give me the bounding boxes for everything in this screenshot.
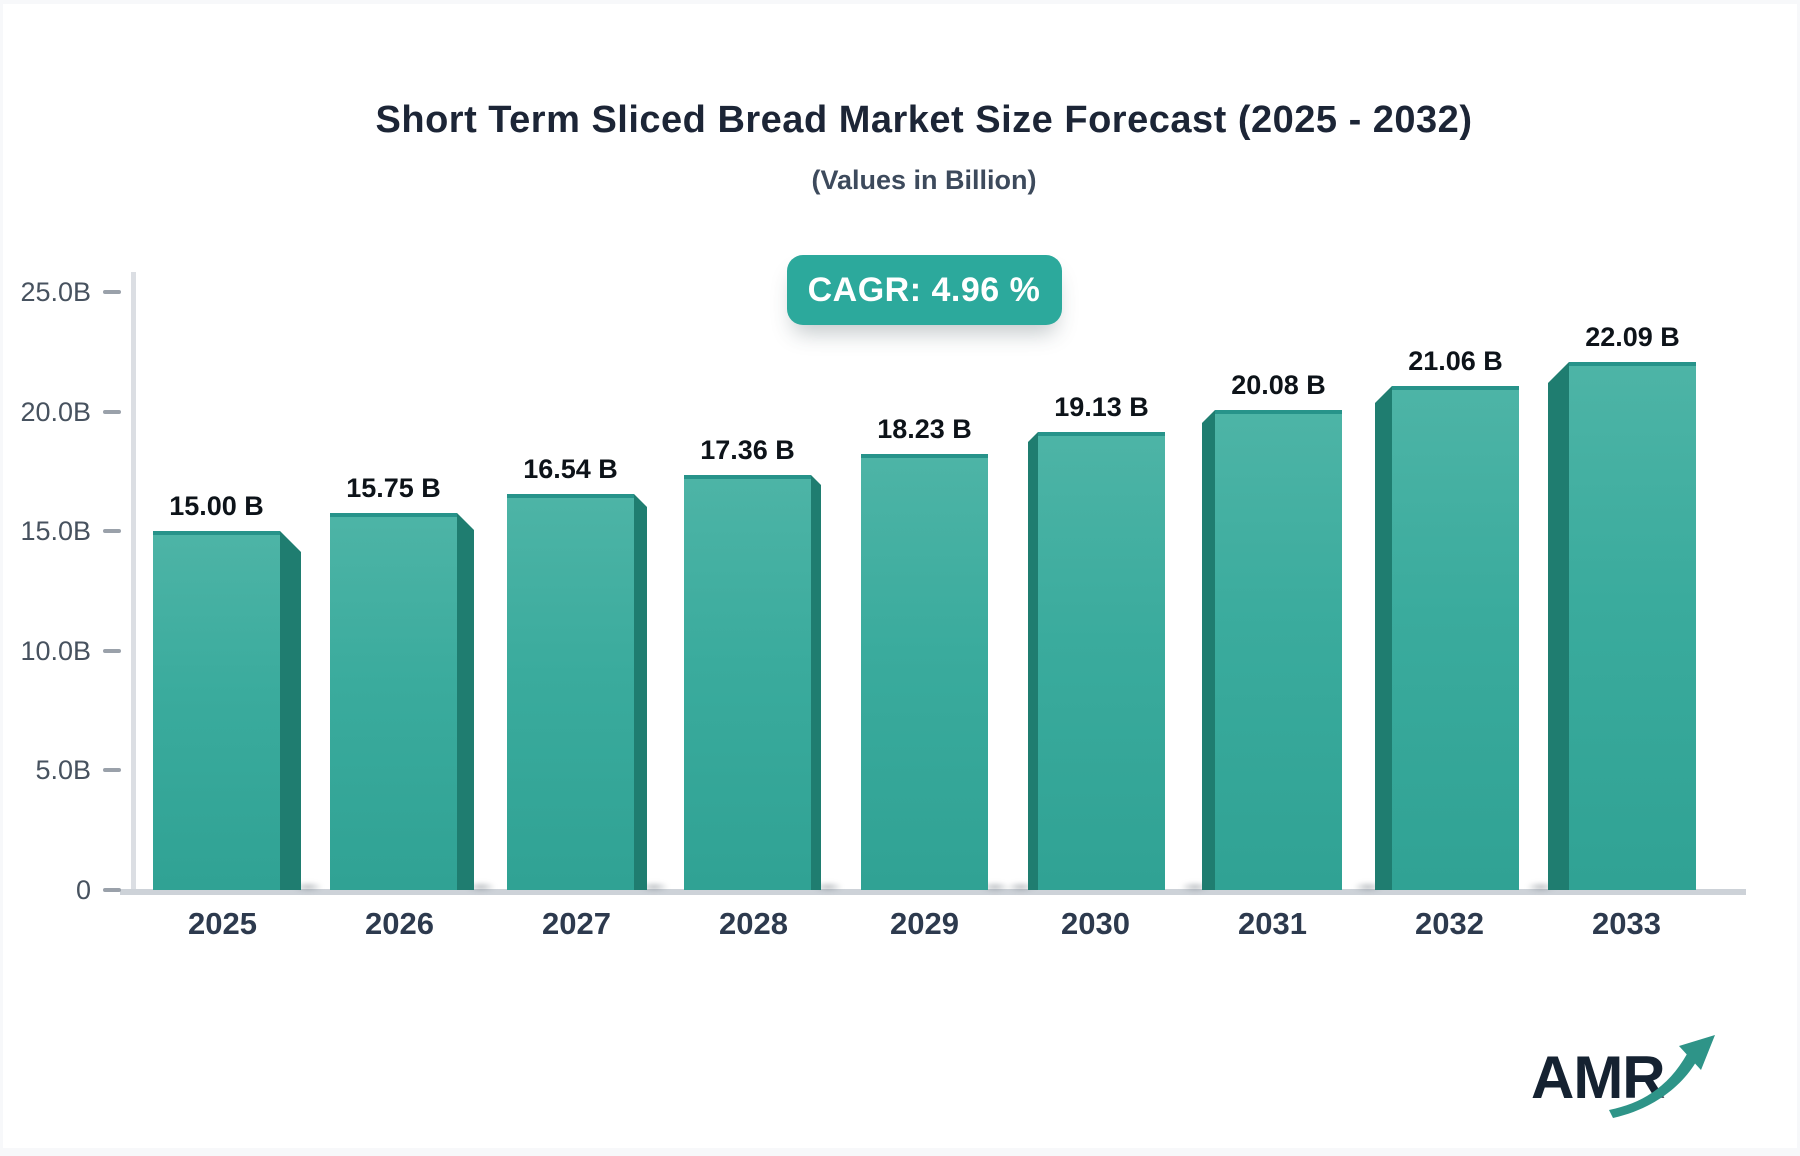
chart-title: Short Term Sliced Bread Market Size Fore… [375, 99, 1473, 141]
x-axis-label: 2025 [188, 906, 257, 941]
bar-ground-shadow [639, 882, 669, 892]
chart-card: Short Term Sliced Bread Market Size Fore… [3, 4, 1797, 1148]
bar-2025 [153, 531, 280, 890]
page-edge-left [0, 0, 3, 1156]
cagr-badge: CAGR: 4.96 % [786, 255, 1062, 325]
bar-ground-shadow [980, 882, 1010, 892]
bar-ground-shadow [293, 882, 323, 892]
bar-ground-shadow [1526, 882, 1556, 892]
y-axis-tick-mark [103, 529, 121, 534]
y-axis-tick-label: 5.0B [35, 755, 91, 786]
y-axis-tick-mark [103, 409, 121, 414]
bar-2031 [1215, 410, 1342, 890]
bar-side-3d [1028, 432, 1038, 890]
x-axis-label: 2028 [719, 906, 788, 941]
bar-side-3d [1202, 410, 1215, 890]
chart-subtitle: (Values in Billion) [811, 165, 1037, 195]
bar-value-label: 17.36 B [700, 435, 795, 465]
bar-value-label: 16.54 B [523, 454, 618, 484]
bar-side-3d [457, 513, 474, 890]
x-axis-line [120, 889, 1746, 895]
bar-2027 [507, 494, 634, 890]
bar-side-3d [811, 475, 821, 890]
x-axis-label: 2027 [542, 906, 611, 941]
bar-2033 [1569, 362, 1696, 890]
bar-2030 [1038, 432, 1165, 890]
x-axis-label: 2030 [1061, 906, 1130, 941]
bar-ground-shadow [466, 882, 496, 892]
bar-value-label: 18.23 B [877, 414, 972, 444]
amr-logo-text: AMR [1531, 1044, 1666, 1111]
y-axis-line [131, 272, 136, 890]
y-axis-tick-mark [103, 290, 121, 294]
bar-2026 [330, 513, 457, 890]
cagr-badge-band: CAGR: 4.96 % [48, 255, 1800, 325]
y-axis-tick-label: 15.0B [20, 516, 91, 547]
y-axis-tick-label: 25.0B [20, 277, 91, 307]
bar-value-label: 22.09 B [1585, 322, 1680, 352]
growth-arrow-icon [1609, 1035, 1715, 1118]
bar-ground-shadow [813, 882, 843, 892]
bar-value-label: 15.00 B [169, 491, 264, 521]
bar-ground-shadow [1006, 882, 1036, 892]
bar-value-label: 20.08 B [1231, 370, 1326, 400]
y-axis-tick-mark [103, 768, 121, 773]
x-axis-label: 2032 [1415, 906, 1484, 941]
bar-side-3d [280, 531, 301, 890]
bar-value-label: 19.13 B [1054, 392, 1149, 422]
bar-2029 [861, 454, 988, 890]
y-axis-tick-mark [103, 888, 121, 892]
bar-2028 [684, 475, 811, 890]
page-edge-bottom [0, 1148, 1800, 1156]
page-edge-top [0, 0, 1800, 4]
x-axis-label: 2033 [1592, 906, 1661, 941]
y-axis-tick-label: 20.0B [20, 396, 91, 427]
bar-ground-shadow [1180, 882, 1210, 892]
x-axis-label: 2026 [365, 906, 434, 941]
page-edge-right [1797, 0, 1800, 1156]
bar-value-label: 15.75 B [346, 473, 441, 503]
bar-side-3d [1548, 362, 1569, 890]
bar-side-3d [1375, 386, 1392, 890]
bar-side-3d [634, 494, 647, 890]
bar-value-label: 21.06 B [1408, 346, 1503, 376]
y-axis-tick-label: 10.0B [20, 635, 91, 666]
y-axis-tick-mark [103, 648, 121, 653]
amr-logo: AMR [1531, 1030, 1721, 1125]
bar-ground-shadow [1353, 882, 1383, 892]
bar-2032 [1392, 386, 1519, 890]
y-axis-tick-label: 0 [75, 875, 91, 905]
x-axis-label: 2029 [890, 906, 959, 941]
x-axis-label: 2031 [1238, 906, 1307, 941]
